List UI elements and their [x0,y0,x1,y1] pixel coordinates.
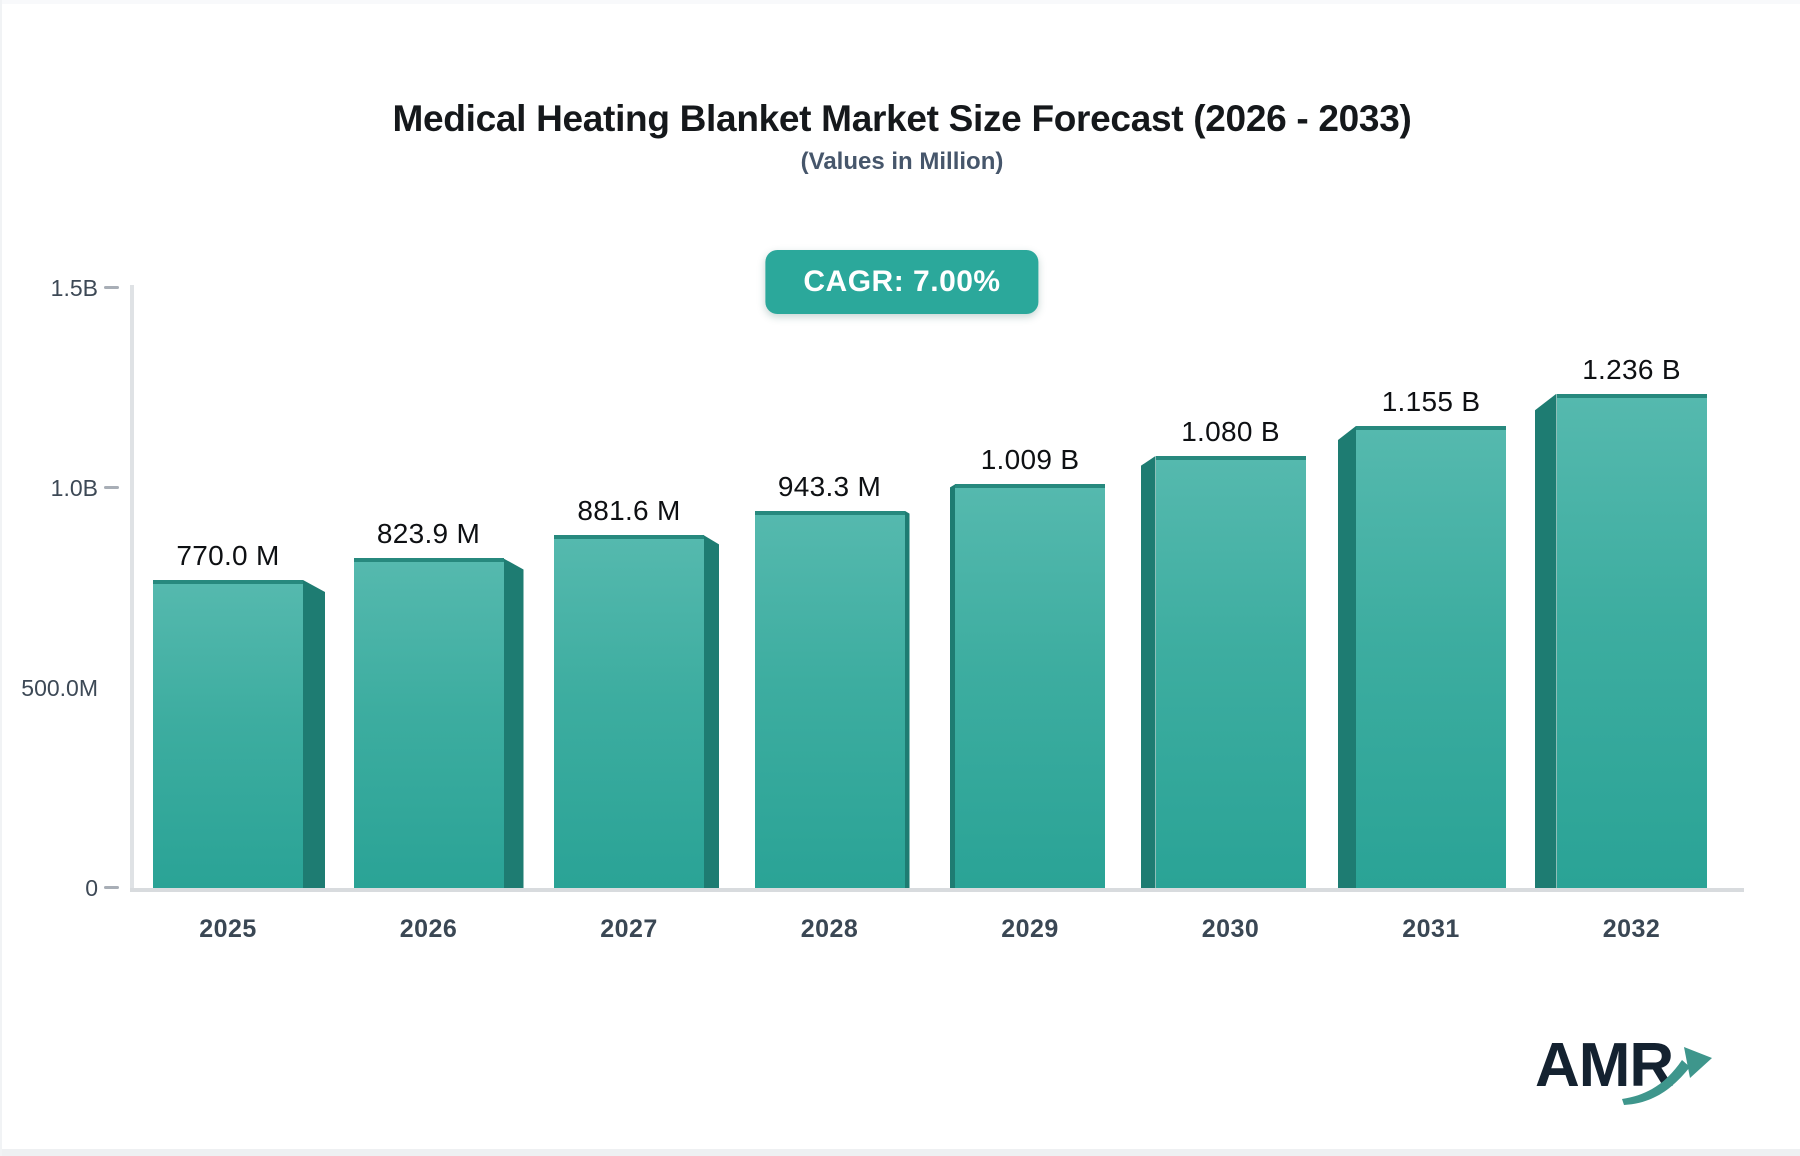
page-title: Medical Heating Blanket Market Size Fore… [392,98,1412,139]
bar-value-label: 1.236 B [1582,353,1681,385]
y-axis-tick [104,486,119,489]
bar-face [554,535,704,888]
bar-value-label: 943.3 M [777,470,882,502]
x-axis-label: 2031 [1402,915,1460,943]
bar-side [1338,426,1356,888]
x-axis-label: 2029 [1001,915,1059,943]
bar-side [503,558,524,888]
y-axis-label: 1.0B [50,475,98,501]
bar-side [303,580,325,888]
x-axis-label: 2025 [199,915,257,943]
bar-value-label: 1.009 B [980,444,1080,476]
bar-face [153,580,303,888]
y-axis-label: 1.5B [50,275,98,301]
y-axis-tick [104,886,119,889]
x-axis-line [130,888,1744,892]
bar-face [1155,456,1306,888]
bar-value-label: 881.6 M [577,495,681,527]
bar-value-label: 770.0 M [176,540,280,571]
bar-face [1556,393,1707,888]
page-subtitle: (Values in Million) [800,148,1004,175]
bar-value-label: 823.9 M [376,518,481,550]
x-axis-label: 2026 [399,915,458,943]
x-axis-label: 2032 [1602,915,1661,943]
y-axis-label: 0 [85,875,98,901]
page-edge-top [2,0,1800,4]
bar-face [353,558,504,888]
bar-side [950,484,955,888]
y-axis-label: 500.0M [21,675,98,701]
bar-side [904,510,910,888]
bar-face [754,510,905,888]
x-axis-label: 2030 [1201,915,1260,943]
bar-face [955,484,1105,888]
bar-face [1356,426,1506,888]
x-axis-label: 2027 [600,915,658,943]
bar-value-label: 1.155 B [1381,386,1481,417]
amr-logo-text: AMR [1535,1031,1674,1100]
growth-arrow-icon [1622,1047,1712,1105]
amr-logo: AMR [1527,1035,1737,1120]
x-axis-label: 2028 [800,915,859,943]
bar-side [1140,456,1156,888]
bar-side [1534,393,1557,888]
y-axis-line [130,285,134,892]
bar-side [704,535,719,888]
page-edge-bottom [2,1149,1800,1156]
bar-value-label: 1.080 B [1181,416,1280,447]
y-axis-tick [104,286,119,289]
cagr-badge: CAGR: 7.00% [765,250,1039,314]
